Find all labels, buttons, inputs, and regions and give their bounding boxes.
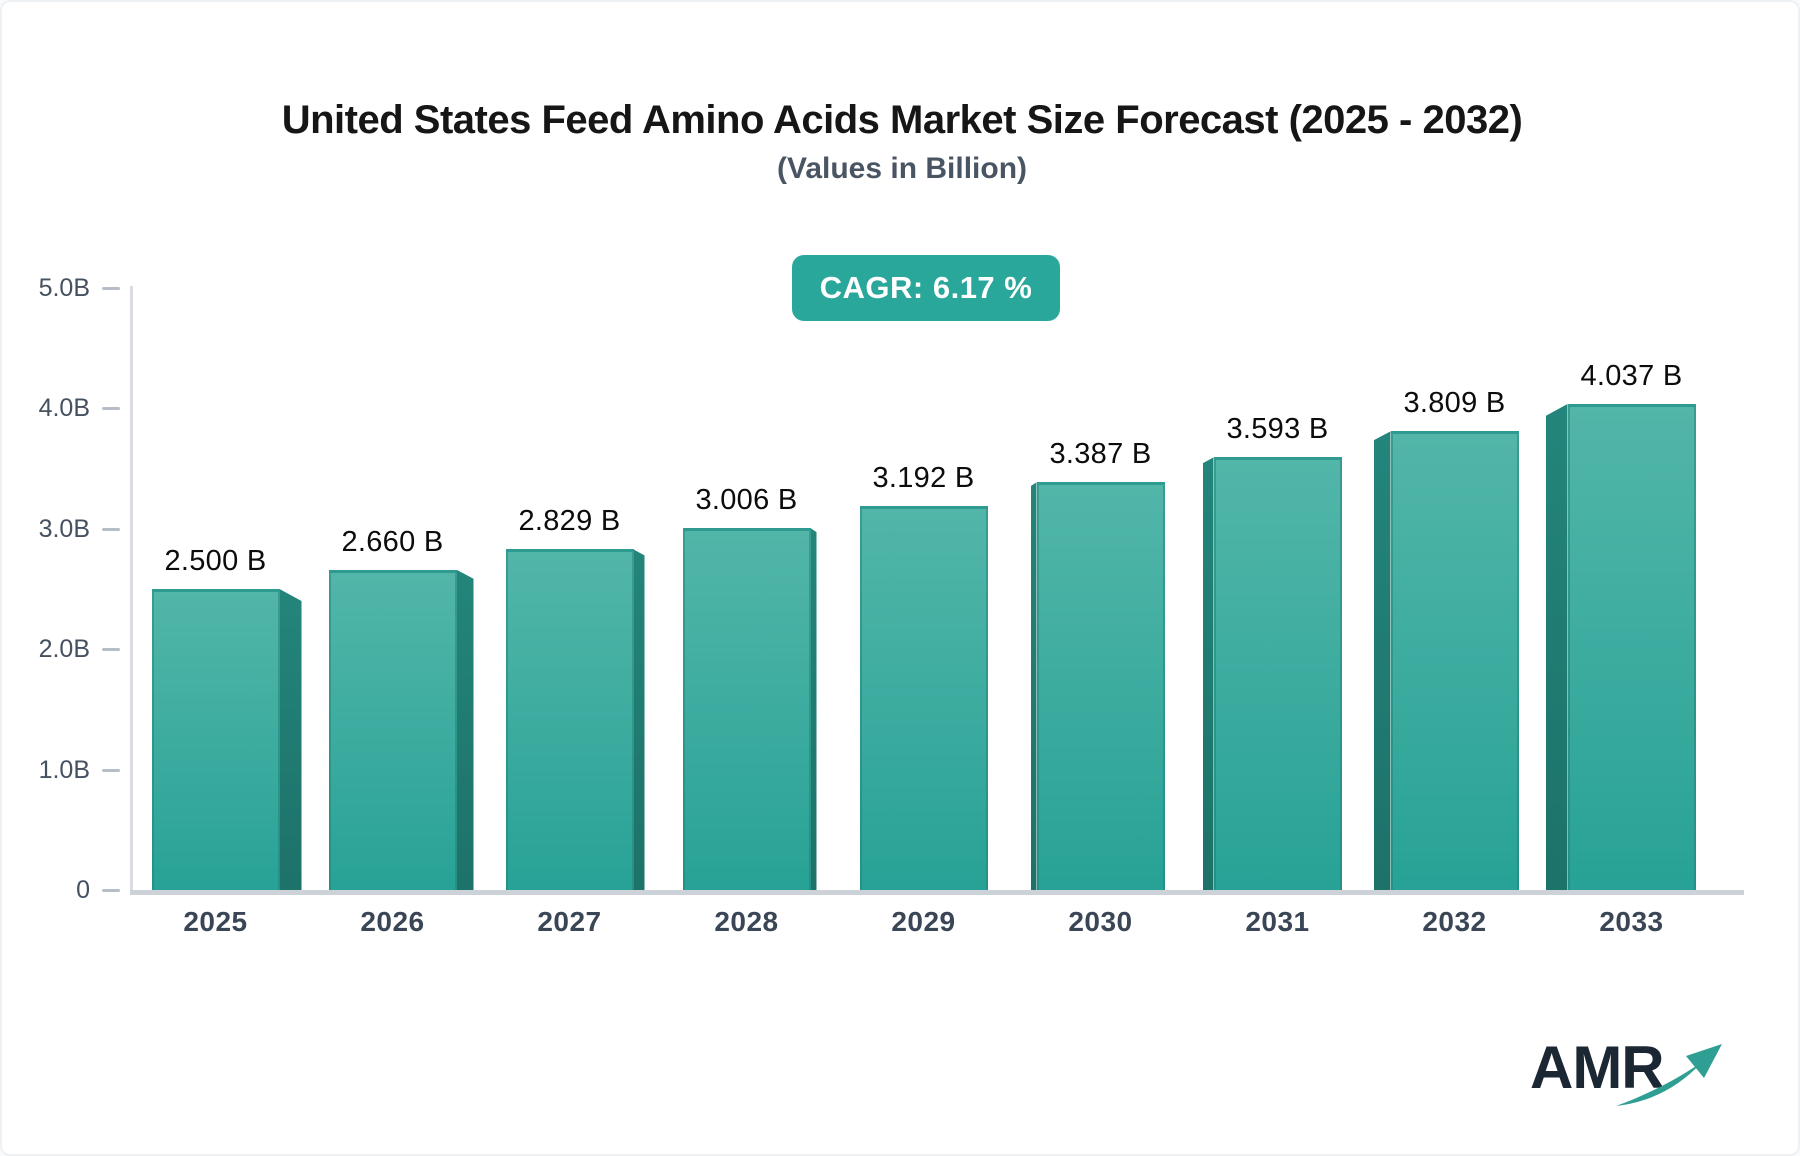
bar-2032 — [1390, 431, 1519, 890]
bar-2029 — [859, 505, 988, 890]
bar-value-label: 2.660 B — [341, 525, 444, 558]
x-axis-label: 2025 — [183, 906, 248, 937]
y-axis-tick — [102, 768, 120, 772]
x-axis-label: 2028 — [714, 906, 779, 937]
x-axis-label: 2030 — [1068, 906, 1133, 937]
y-axis-tick — [102, 889, 120, 892]
x-axis-label: 2032 — [1422, 906, 1487, 937]
bar-side-face — [1202, 457, 1214, 890]
y-axis-label: 2.0B — [38, 635, 90, 664]
y-axis-label: 3.0B — [38, 514, 90, 543]
y-axis-tick — [102, 287, 120, 290]
bar-side-face — [456, 569, 474, 890]
y-axis-tick — [102, 527, 120, 531]
y-axis-label: 1.0B — [38, 755, 90, 784]
chart-subtitle: (Values in Billion) — [776, 152, 1028, 185]
x-axis-label: 2029 — [891, 906, 956, 937]
x-axis-label: 2026 — [360, 906, 425, 937]
bar-value-label: 3.006 B — [695, 484, 798, 517]
y-axis-tick — [102, 407, 120, 411]
amr-logo-text: AMR — [1530, 1034, 1665, 1101]
bar-value-label: 3.192 B — [872, 461, 975, 494]
bar-value-label: 2.500 B — [164, 545, 267, 577]
bar-value-label: 3.809 B — [1403, 387, 1506, 420]
x-axis-label: 2027 — [537, 906, 602, 937]
x-axis-label: 2033 — [1599, 906, 1664, 937]
x-axis-label: 2031 — [1245, 906, 1310, 937]
bar-value-label: 4.037 B — [1580, 359, 1683, 392]
bar-2028 — [682, 528, 811, 890]
bar-2033 — [1567, 403, 1696, 890]
bar-2026 — [328, 569, 457, 890]
y-axis-tick — [102, 648, 120, 652]
bar-value-label: 3.593 B — [1226, 413, 1329, 446]
bar-side-face — [1373, 431, 1391, 890]
bar-value-label: 3.387 B — [1049, 438, 1152, 471]
y-axis-label: 5.0B — [38, 274, 90, 302]
chart-title: United States Feed Amino Acids Market Si… — [281, 98, 1523, 142]
chart-header: United States Feed Amino Acids Market Si… — [2, 2, 1798, 187]
growth-arrow-icon — [1616, 1044, 1722, 1106]
amr-logo: AMR — [1530, 1030, 1730, 1120]
bar-2025 — [151, 589, 280, 890]
bar-side-face — [1030, 482, 1037, 890]
bar-side-face — [279, 589, 302, 890]
y-axis-label: 4.0B — [38, 394, 90, 423]
bar-2027 — [505, 549, 634, 890]
bar-2031 — [1213, 457, 1342, 890]
bar-2030 — [1036, 482, 1165, 890]
bar-side-face — [633, 549, 645, 890]
bar-side-face — [1545, 403, 1568, 890]
x-axis-baseline — [130, 890, 1744, 895]
cagr-badge: CAGR: 6.17 % — [792, 255, 1060, 321]
y-axis-label: 0 — [76, 876, 90, 904]
bar-side-face — [810, 528, 817, 890]
bar-value-label: 2.829 B — [518, 505, 621, 538]
y-axis-line — [130, 286, 133, 892]
